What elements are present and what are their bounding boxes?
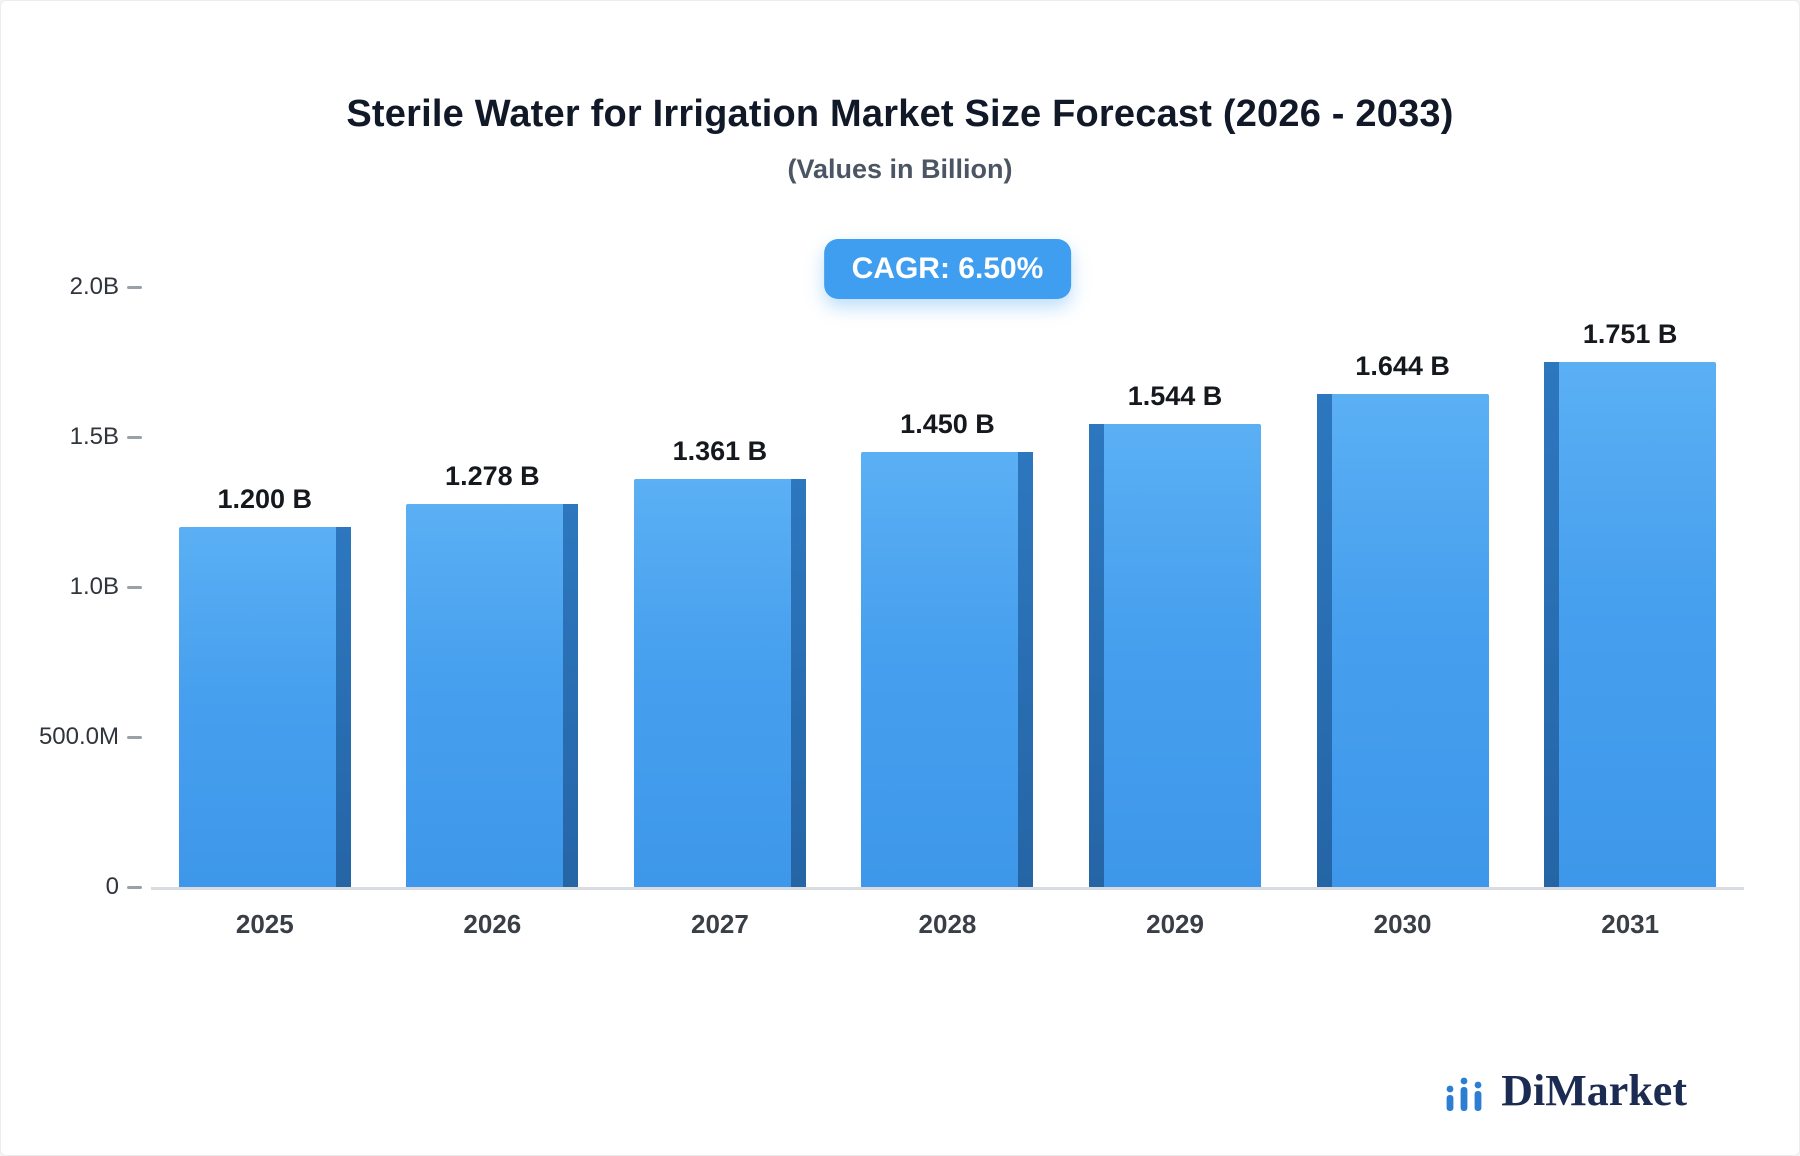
bar-value-label: 1.544 B [1127, 380, 1223, 411]
bar-slot: 1.278 B 2026 [406, 287, 579, 939]
plot-area: CAGR: 6.50% 1.200 B 2025 1.278 B 2026 1.361 … [151, 239, 1744, 939]
bar-2026: 1.278 B [406, 461, 579, 887]
bar-side-face [563, 503, 579, 887]
brand-logo: DiMarket [1443, 1067, 1687, 1113]
bar-slot: 1.361 B 2027 [633, 287, 806, 939]
bar-slot: 1.644 B 2030 [1316, 287, 1489, 939]
bar-2027: 1.361 B [633, 436, 806, 887]
bar-2029: 1.544 B [1089, 381, 1262, 887]
y-axis: 2.0B 1.5B 1.0B 500.0M 0 [1, 273, 151, 900]
bar-2025: 1.200 B [178, 484, 351, 887]
bar-slot: 1.200 B 2025 [178, 287, 351, 939]
bar-value-label: 1.644 B [1355, 350, 1450, 381]
bar-side-face [1018, 452, 1034, 887]
bar-side-face [790, 478, 806, 887]
bar-value-label: 1.200 B [217, 484, 313, 514]
x-axis-label: 2031 [1601, 909, 1660, 939]
bar-slot: 1.450 B 2028 [861, 287, 1034, 939]
y-axis-tick [127, 286, 142, 289]
bar-value-label: 1.361 B [672, 435, 768, 466]
bar-value-label: 1.450 B [900, 409, 995, 439]
x-axis-label: 2027 [690, 909, 749, 939]
bar-2028: 1.450 B [861, 409, 1034, 887]
y-axis-tick [127, 436, 142, 439]
y-axis-label: 2.0B [69, 273, 119, 300]
x-axis-label: 2030 [1373, 909, 1432, 939]
chart-title: Sterile Water for Irrigation Market Size… [346, 93, 1454, 135]
bar-value-label: 1.751 B [1582, 318, 1678, 349]
dimarket-logo-icon [1446, 1077, 1482, 1111]
cagr-badge: CAGR: 6.50% [823, 239, 1072, 299]
y-axis-label: 1.5B [69, 423, 119, 450]
y-axis-label: 0 [105, 873, 119, 900]
y-axis-label: 500.0M [38, 723, 119, 750]
bar-side-face [1316, 393, 1332, 887]
y-axis-tick [127, 736, 142, 739]
y-axis-label: 1.0B [69, 573, 119, 600]
x-axis-label: 2029 [1146, 909, 1204, 939]
bar-2031: 1.751 B [1544, 319, 1717, 887]
chart-area: 2.0B 1.5B 1.0B 500.0M 0 CAGR: 6.50% 1.200 B 2… [1, 239, 1744, 987]
brand-name: DiMarket [1501, 1066, 1687, 1115]
bar-side-face [1544, 361, 1560, 887]
bar-2030: 1.644 B [1316, 351, 1489, 887]
y-axis-tick [127, 586, 142, 589]
x-axis-label: 2025 [235, 909, 294, 939]
bar-side-face [1089, 423, 1105, 887]
bar-side-face [335, 527, 351, 887]
x-axis-label: 2026 [463, 909, 522, 939]
chart-header: Sterile Water for Irrigation Market Size… [1, 1, 1799, 185]
bar-slot: 1.544 B 2029 [1089, 287, 1262, 939]
chart-subtitle: (Values in Billion) [787, 154, 1013, 184]
y-axis-tick [127, 886, 142, 889]
x-axis-label: 2028 [918, 909, 977, 939]
bar-value-label: 1.278 B [445, 460, 540, 491]
bar-slot: 1.751 B 2031 [1544, 287, 1717, 939]
